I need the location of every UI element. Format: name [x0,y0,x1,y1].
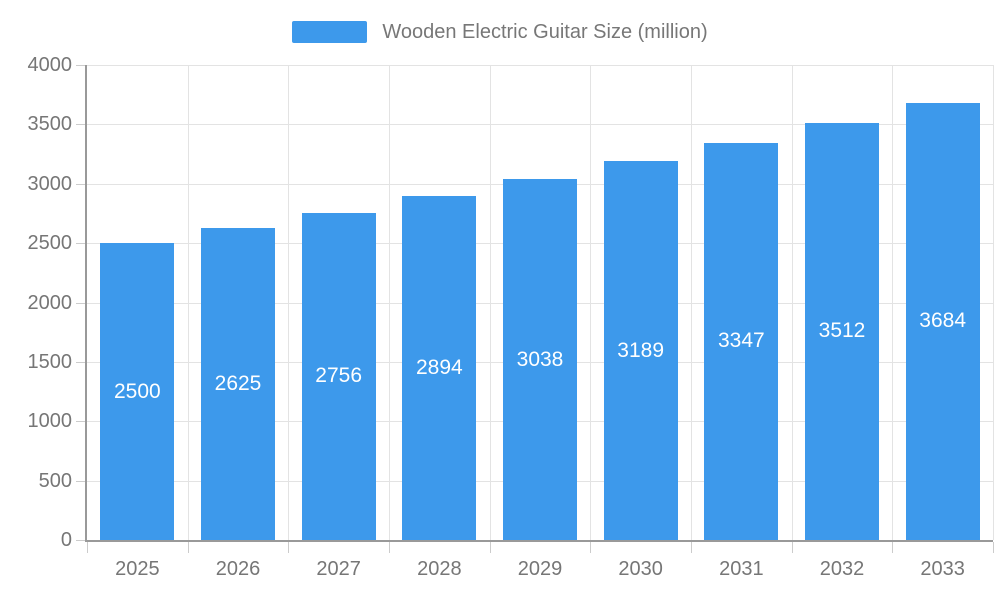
gridline-vertical [288,65,289,540]
plot-area: 2500 2625 2756 2894 3038 3189 3347 3512 3684 0 50… [28,54,994,580]
y-axis-tick [76,124,85,126]
x-axis-tick [188,542,189,553]
legend-label: Wooden Electric Guitar Size (million) [382,20,708,43]
x-axis-label: 2029 [517,558,563,580]
y-axis-tick [76,65,85,66]
bar-2033[interactable]: 3684 [905,102,980,540]
y-axis-tick [76,421,85,423]
bar-value-label: 2756 [315,364,363,388]
x-axis-label: 2030 [618,558,663,580]
gridline-vertical [993,65,994,540]
bar-2029[interactable]: 3038 [503,179,577,540]
x-axis-tick [792,542,793,553]
bar-2026[interactable]: 2625 [201,228,275,540]
y-axis-tick [76,302,85,304]
x-axis-tick [691,542,692,553]
bar-value-label: 3189 [617,338,665,362]
x-axis-tick [87,542,88,553]
y-axis-label: 3000 [27,172,73,195]
bar-value-label: 2894 [415,356,463,380]
y-axis-label: 2500 [27,232,73,255]
bar-2027[interactable]: 2756 [301,212,376,540]
bar-value-label: 3347 [717,329,765,353]
y-axis-label: 4000 [27,54,73,76]
x-axis-label: 2027 [316,558,361,580]
x-axis-label: 2033 [920,558,965,580]
legend-swatch [292,21,368,43]
x-axis-tick [389,542,390,553]
gridline-vertical [188,65,189,540]
y-axis-label: 500 [38,469,72,492]
gridline-vertical [792,65,793,540]
legend-item[interactable]: Wooden Electric Guitar Size (million) [292,20,708,44]
bar-value-label: 3684 [919,309,967,333]
bar-2031[interactable]: 3347 [704,142,779,540]
gridline-vertical [691,65,692,540]
gridline-vertical [490,65,491,540]
x-axis-label: 2025 [115,558,160,580]
y-axis-tick [76,361,85,363]
y-axis-tick [76,480,85,482]
bar-2028[interactable]: 2894 [402,196,477,540]
bar-value-label: 2625 [214,372,262,396]
y-axis-tick [76,183,85,185]
y-axis-label: 1000 [27,410,73,433]
x-axis-tick [288,542,289,553]
x-axis-label: 2028 [417,558,462,580]
gridline-vertical [892,65,893,540]
x-axis-line [85,540,993,542]
y-axis-label: 0 [60,529,72,551]
gridline-horizontal [87,65,993,66]
x-axis-label: 2026 [215,558,261,580]
legend: Wooden Electric Guitar Size (million) [0,19,1000,45]
gridline-vertical [389,65,390,540]
x-axis-tick [892,542,893,553]
x-axis-tick [590,542,591,553]
bar-2030[interactable]: 3189 [603,161,678,540]
bar-2032[interactable]: 3512 [805,122,879,540]
y-axis-tick [76,540,85,541]
y-axis-line [85,65,87,542]
y-axis-tick [76,243,85,245]
x-axis-label: 2032 [819,558,865,580]
y-axis-label: 2000 [27,291,73,314]
x-axis-label: 2031 [719,558,764,580]
bar-value-label: 3512 [818,319,866,343]
bar-value-label: 2500 [113,379,161,403]
x-axis-tick [993,542,994,553]
y-axis-label: 3500 [27,113,73,136]
gridline-horizontal [87,124,993,126]
bar-2025[interactable]: 2500 [100,243,175,540]
y-axis-label: 1500 [27,350,73,373]
x-axis-tick [490,542,491,553]
gridline-vertical [590,65,591,540]
bar-value-label: 3038 [516,347,564,371]
